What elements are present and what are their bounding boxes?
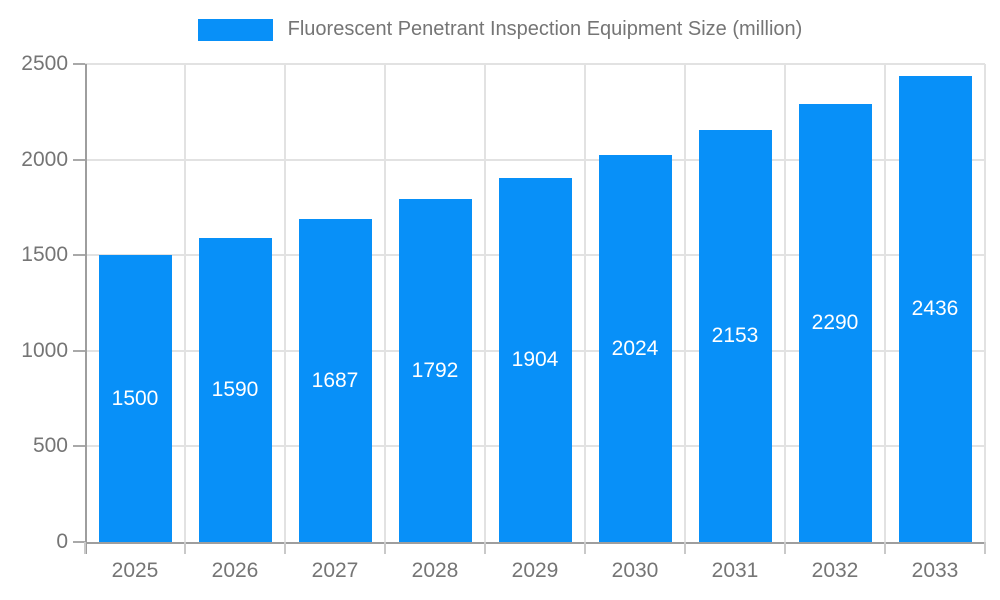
- gridline-vertical: [684, 64, 686, 542]
- y-axis-tick: [73, 158, 85, 161]
- bar: 2290: [798, 104, 872, 542]
- y-axis-tick: [73, 254, 85, 257]
- gridline-horizontal: [85, 158, 985, 161]
- x-axis-tick-label: 2025: [111, 559, 159, 582]
- y-axis-tick: [73, 541, 85, 543]
- bar-value-label: 2290: [811, 311, 859, 335]
- gridline-vertical: [484, 64, 486, 542]
- bar: 2436: [898, 76, 972, 542]
- gridline-vertical: [384, 64, 386, 542]
- x-axis-tick: [784, 542, 786, 554]
- bar-value-label: 1904: [511, 347, 559, 371]
- x-axis-tick-label: 2032: [811, 559, 859, 582]
- x-axis-line: [85, 542, 985, 544]
- gridline-vertical: [584, 64, 586, 542]
- bar-value-label: 2024: [611, 336, 659, 360]
- y-axis-tick: [73, 349, 85, 352]
- y-axis-tick-label: 2000: [21, 147, 68, 171]
- y-axis-tick-label: 1500: [21, 243, 68, 267]
- bar: 1904: [498, 177, 572, 542]
- y-axis-line: [85, 64, 87, 554]
- bar-value-label: 1687: [311, 368, 359, 392]
- y-axis-tick-label: 0: [56, 530, 68, 553]
- x-axis-tick-label: 2030: [611, 559, 659, 582]
- y-axis-tick-label: 1000: [21, 338, 68, 362]
- x-axis-tick-label: 2033: [911, 559, 959, 582]
- x-axis-tick-label: 2028: [411, 559, 459, 582]
- legend-swatch: [197, 18, 273, 41]
- gridline-horizontal: [85, 63, 985, 65]
- x-axis-tick: [484, 542, 486, 554]
- bar: 1792: [398, 199, 472, 542]
- plot-area: 1500 1590 1687 1792 1904 2024 2153 2290 2436: [85, 63, 986, 542]
- bar: 1500: [98, 255, 172, 542]
- y-axis-tick-label: 500: [32, 434, 68, 458]
- x-axis-tick: [884, 542, 886, 554]
- x-axis-tick: [384, 542, 386, 554]
- x-axis-tick-label: 2029: [511, 559, 559, 582]
- x-axis-tick: [684, 542, 686, 554]
- bar-value-label: 1590: [211, 378, 259, 401]
- x-axis-tick: [584, 542, 586, 554]
- x-axis-tick: [84, 542, 86, 554]
- x-axis-tick-label: 2027: [311, 559, 359, 582]
- bar-value-label: 2436: [911, 297, 959, 321]
- bar: 1590: [198, 238, 272, 542]
- x-axis-tick: [984, 542, 986, 554]
- y-axis-tick-label: 2500: [21, 52, 68, 75]
- bar: 2024: [598, 155, 672, 542]
- gridline-vertical: [984, 64, 986, 542]
- bar-value-label: 1500: [111, 386, 159, 410]
- gridline-vertical: [184, 64, 186, 542]
- legend-label: Fluorescent Penetrant Inspection Equipme…: [287, 18, 803, 40]
- x-axis-tick-label: 2026: [211, 559, 259, 582]
- bar-value-label: 2153: [711, 324, 759, 348]
- x-axis-tick-label: 2031: [711, 559, 759, 582]
- x-axis-tick: [184, 542, 186, 554]
- legend: Fluorescent Penetrant Inspection Equipme…: [0, 18, 1000, 41]
- x-axis-tick: [284, 542, 286, 554]
- gridline-vertical: [284, 64, 286, 542]
- gridline-vertical: [784, 64, 786, 542]
- y-axis-tick: [73, 445, 85, 448]
- bar-value-label: 1792: [411, 358, 459, 382]
- gridline-vertical: [884, 64, 886, 542]
- bar: 2153: [698, 130, 772, 542]
- y-axis-tick: [73, 63, 85, 65]
- bar: 1687: [298, 219, 372, 542]
